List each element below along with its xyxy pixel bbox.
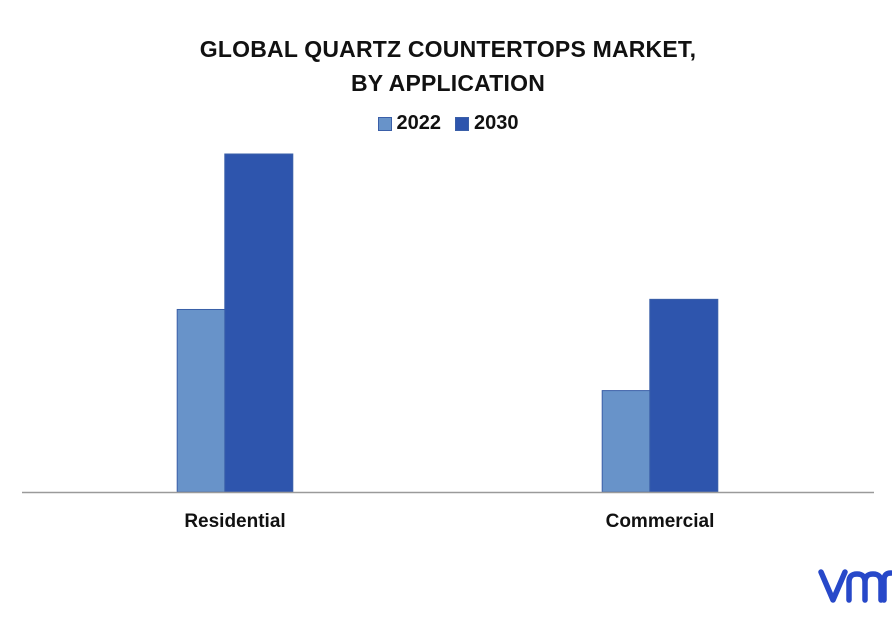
bar-residential-2030 (224, 153, 294, 493)
bar-commercial-2030 (649, 298, 719, 493)
chart-title-line-2: BY APPLICATION (350, 70, 546, 96)
x-tick-label-commercial: Commercial (606, 511, 715, 532)
legend-label-2030: 2030 (474, 112, 519, 134)
legend-item-2022: 2022 (377, 112, 442, 135)
legend-swatch-2022 (377, 116, 392, 131)
legend-item-2030: 2030 (455, 112, 519, 135)
legend-swatch-2030 (455, 116, 469, 131)
chart-title-line-1: GLOBAL QUARTZ COUNTERTOPS MARKET, (199, 36, 697, 62)
chart-title: GLOBAL QUARTZ COUNTERTOPS MARKET, BY APP… (0, 32, 896, 100)
x-tick-label-residential: Residential (184, 511, 285, 532)
chart-legend: 2022 2030 (0, 112, 896, 135)
vmr-logo-icon (818, 569, 892, 603)
legend-label-2022: 2022 (396, 112, 442, 134)
